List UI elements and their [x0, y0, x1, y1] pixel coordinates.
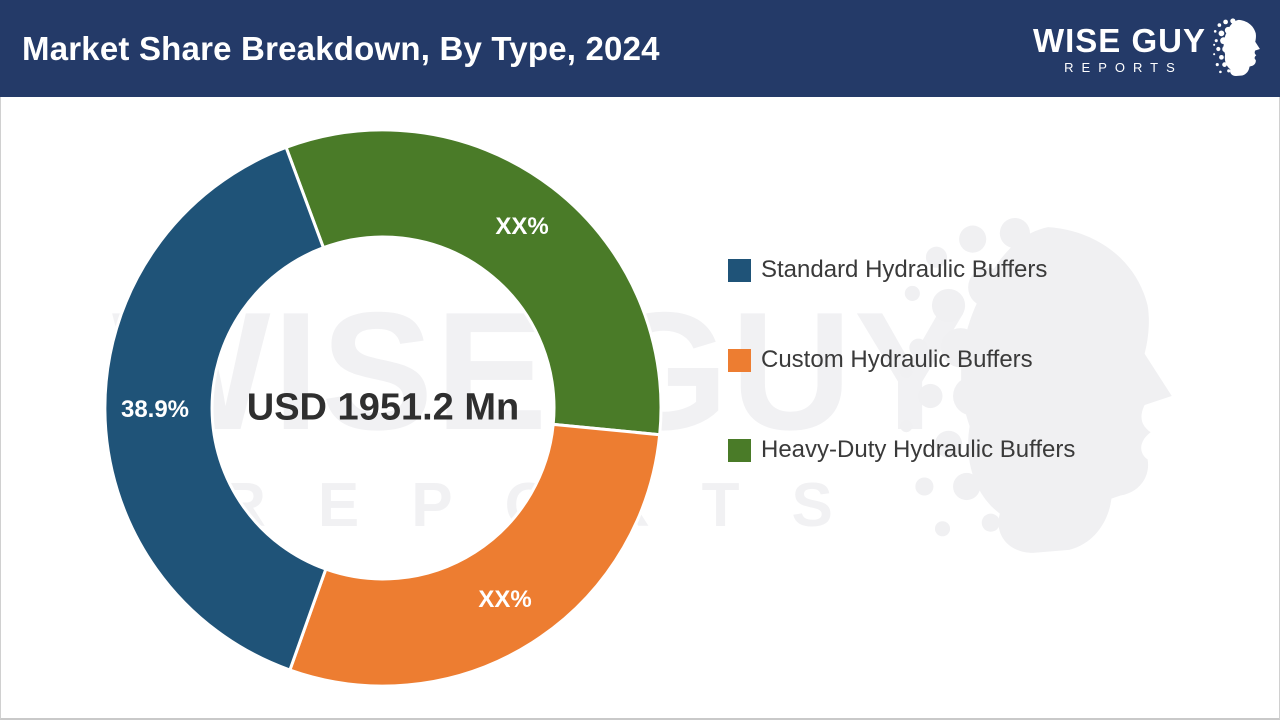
donut-segment-heavy-duty-hydraulic-buffers[interactable]: [284, 128, 663, 437]
donut-segment-custom-hydraulic-buffers[interactable]: [288, 422, 662, 688]
wise-guy-reports-logo: WISE GUY REPORTS: [1033, 12, 1262, 86]
chart-canvas: WISE GUY REPORTS USD 1951.2 Mn XX%XX%38.…: [0, 97, 1280, 720]
donut-chart: USD 1951.2 Mn XX% XX% 38.9%: [103, 128, 663, 688]
slice-label: XX%: [495, 213, 549, 240]
legend-swatch-heavy-duty: [728, 438, 751, 462]
legend-swatch-standard: [728, 258, 751, 282]
chart-legend: Standard Hydraulic Buffers Custom Hydrau…: [728, 256, 1075, 526]
legend-item-heavy-duty-hydraulic-buffers[interactable]: Heavy-Duty Hydraulic Buffers: [728, 436, 1075, 464]
slice-label: XX%: [478, 586, 532, 613]
logo-wordmark-block: WISE GUY REPORTS: [1033, 24, 1206, 74]
legend-label: Custom Hydraulic Buffers: [761, 346, 1033, 373]
page-title: Market Share Breakdown, By Type, 2024: [22, 29, 660, 67]
legend-label: Heavy-Duty Hydraulic Buffers: [761, 436, 1076, 463]
donut-svg: [103, 128, 663, 688]
legend-label: Standard Hydraulic Buffers: [761, 256, 1048, 283]
legend-swatch-custom: [728, 348, 751, 372]
slice-label: 38.9%: [120, 396, 190, 423]
logo-wordmark: WISE GUY: [1032, 21, 1206, 59]
header-bar: Market Share Breakdown, By Type, 2024 WI…: [0, 0, 1280, 97]
logo-subtitle: REPORTS: [1064, 59, 1183, 75]
donut-segment-standard-hydraulic-buffers[interactable]: [103, 145, 328, 672]
chart-center-value: USD 1951.2 Mn: [246, 386, 520, 429]
face-profile-logo-icon: [1210, 12, 1262, 86]
legend-item-custom-hydraulic-buffers[interactable]: Custom Hydraulic Buffers: [728, 346, 1075, 374]
legend-item-standard-hydraulic-buffers[interactable]: Standard Hydraulic Buffers: [728, 256, 1075, 284]
